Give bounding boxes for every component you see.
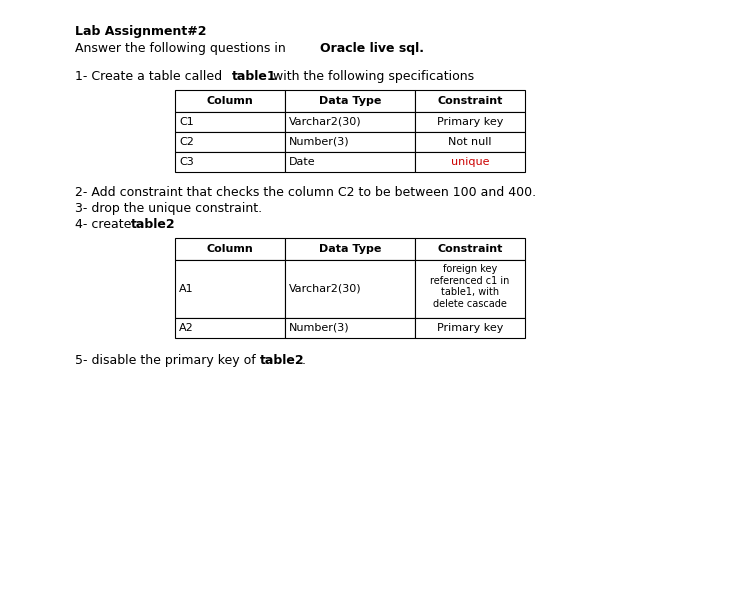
- Text: Constraint: Constraint: [437, 96, 503, 106]
- Bar: [285, 132, 415, 152]
- Text: 3- drop the unique constraint.: 3- drop the unique constraint.: [75, 202, 262, 215]
- Bar: [415, 260, 525, 318]
- Text: unique: unique: [451, 157, 489, 167]
- Text: delete cascade: delete cascade: [433, 298, 507, 309]
- Text: Varchar2(30): Varchar2(30): [289, 117, 361, 127]
- Text: Constraint: Constraint: [437, 244, 503, 254]
- Text: Oracle live sql.: Oracle live sql.: [320, 42, 424, 55]
- Text: Column: Column: [206, 96, 253, 106]
- Text: 5- disable the primary key of: 5- disable the primary key of: [75, 353, 260, 367]
- Text: Answer the following questions in: Answer the following questions in: [75, 42, 290, 55]
- Bar: [175, 260, 285, 318]
- Text: A1: A1: [179, 284, 194, 294]
- Bar: [175, 318, 285, 337]
- Text: C2: C2: [179, 137, 194, 147]
- Text: Varchar2(30): Varchar2(30): [289, 284, 361, 294]
- Bar: [415, 112, 525, 132]
- Bar: [285, 112, 415, 132]
- Text: Number(3): Number(3): [289, 137, 349, 147]
- Bar: [415, 152, 525, 172]
- Bar: [415, 90, 525, 112]
- Bar: [285, 318, 415, 337]
- Bar: [285, 238, 415, 260]
- Bar: [415, 318, 525, 337]
- Text: Lab Assignment#2: Lab Assignment#2: [75, 25, 206, 38]
- Text: Primary key: Primary key: [437, 322, 503, 333]
- Text: table1, with: table1, with: [441, 287, 499, 297]
- Bar: [175, 238, 285, 260]
- Text: 4- create: 4- create: [75, 218, 136, 231]
- Text: foreign key: foreign key: [443, 264, 497, 275]
- Bar: [415, 238, 525, 260]
- Text: referenced c1 in: referenced c1 in: [430, 276, 510, 286]
- Text: with the following specifications: with the following specifications: [269, 70, 474, 83]
- Text: table1: table1: [232, 70, 276, 83]
- Text: A2: A2: [179, 322, 194, 333]
- Bar: [175, 112, 285, 132]
- Text: Not null: Not null: [448, 137, 492, 147]
- Bar: [415, 132, 525, 152]
- Text: Data Type: Data Type: [319, 244, 381, 254]
- Text: 1- Create a table called: 1- Create a table called: [75, 70, 226, 83]
- Text: 2- Add constraint that checks the column C2 to be between 100 and 400.: 2- Add constraint that checks the column…: [75, 186, 536, 199]
- Text: C1: C1: [179, 117, 194, 127]
- Bar: [285, 260, 415, 318]
- Text: Primary key: Primary key: [437, 117, 503, 127]
- Text: table2: table2: [131, 218, 175, 231]
- Text: Column: Column: [206, 244, 253, 254]
- Text: table2: table2: [260, 353, 305, 367]
- Text: C3: C3: [179, 157, 194, 167]
- Text: Number(3): Number(3): [289, 322, 349, 333]
- Bar: [175, 152, 285, 172]
- Bar: [285, 152, 415, 172]
- Text: Date: Date: [289, 157, 316, 167]
- Text: .: .: [298, 353, 306, 367]
- Bar: [285, 90, 415, 112]
- Bar: [175, 132, 285, 152]
- Bar: [175, 90, 285, 112]
- Text: Data Type: Data Type: [319, 96, 381, 106]
